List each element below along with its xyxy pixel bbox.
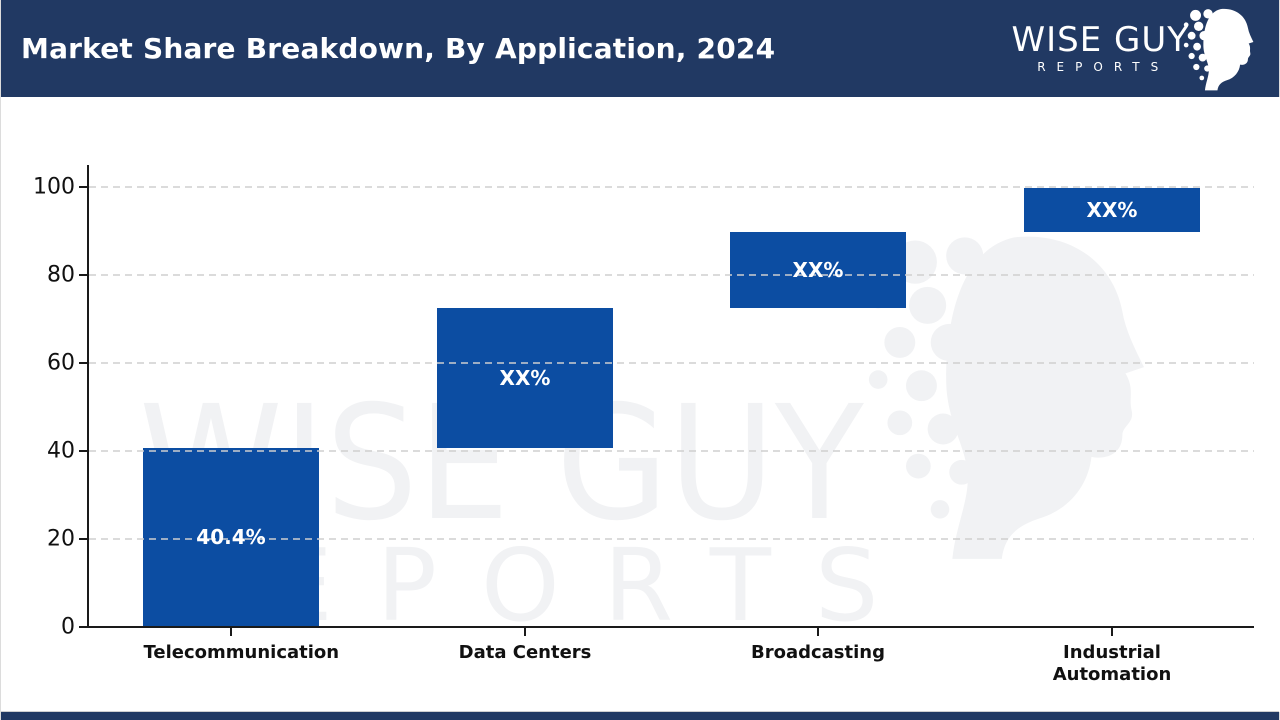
bar	[1024, 187, 1200, 233]
x-axis-tick	[817, 628, 819, 636]
x-category-label: Broadcasting	[751, 642, 885, 663]
logo-wordmark: WISE GUY	[1011, 19, 1189, 60]
y-axis-tick	[79, 450, 87, 452]
y-tick-label: 60	[47, 350, 75, 376]
header-bar: Market Share Breakdown, By Application, …	[1, 0, 1279, 97]
bar-value-label: XX%	[499, 366, 551, 391]
y-axis-tick	[79, 538, 87, 540]
x-category-label: Data Centers	[458, 642, 592, 663]
footer-bar	[1, 711, 1279, 720]
y-axis-tick	[79, 626, 87, 628]
y-tick-label: 0	[61, 614, 75, 640]
x-category-label: Telecommunication	[143, 642, 340, 663]
bar	[437, 307, 613, 449]
y-axis-tick	[79, 274, 87, 276]
y-tick-label: 80	[47, 262, 75, 288]
wise-guy-logo: WISE GUY REPORTS	[1011, 6, 1265, 92]
bar	[730, 232, 906, 308]
x-category-label: Industrial Automation	[1052, 642, 1172, 685]
y-tick-label: 20	[47, 526, 75, 552]
logo-text: WISE GUY REPORTS	[1011, 19, 1189, 75]
y-tick-label: 100	[33, 174, 75, 200]
bar-value-label: XX%	[1086, 197, 1138, 222]
waterfall-chart: WISE GUY REPORTS 40.4% XX% XX% XX% 0 20 40 60 80…	[1, 97, 1280, 712]
x-axis-line	[87, 626, 1254, 628]
bar	[143, 448, 319, 626]
logo-subtitle: REPORTS	[1037, 60, 1170, 75]
y-tick-label: 40	[47, 438, 75, 464]
x-axis-tick	[230, 628, 232, 636]
page-title: Market Share Breakdown, By Application, …	[21, 32, 776, 65]
x-axis-tick	[524, 628, 526, 636]
y-axis-tick	[79, 186, 87, 188]
y-axis-tick	[79, 362, 87, 364]
x-axis-tick	[1111, 628, 1113, 636]
y-axis-line	[87, 165, 89, 628]
bar-value-label: XX%	[792, 258, 844, 283]
bar-value-label: 40.4%	[196, 525, 266, 550]
